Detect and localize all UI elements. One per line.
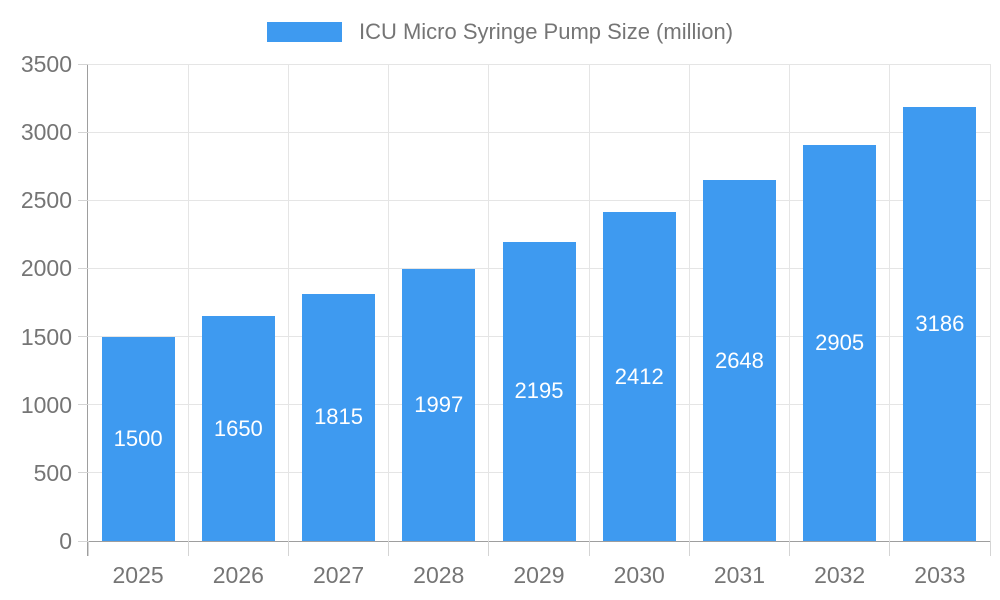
v-gridline <box>989 64 991 541</box>
y-axis-label: 3000 <box>20 119 72 146</box>
bar-value-label: 1997 <box>414 391 464 417</box>
h-gridline <box>88 199 990 201</box>
x-axis-label: 2025 <box>112 562 164 588</box>
bar-value-label: 2412 <box>614 363 664 389</box>
x-axis-tick <box>87 541 89 556</box>
bar-value-label: 3186 <box>915 310 965 336</box>
v-gridline <box>588 64 590 541</box>
legend-swatch[interactable] <box>266 22 342 42</box>
h-gridline <box>88 63 990 65</box>
x-axis-label: 2032 <box>814 562 866 588</box>
x-axis-tick <box>488 541 490 556</box>
bar-value-label: 2905 <box>815 330 865 356</box>
bar-value-label: 1650 <box>213 415 263 441</box>
v-gridline <box>287 64 289 541</box>
x-axis-tick <box>588 541 590 556</box>
x-axis-tick <box>989 541 991 556</box>
y-axis-label: 0 <box>59 528 72 554</box>
x-axis-label: 2026 <box>212 562 264 588</box>
bar[interactable]: 1500 <box>101 336 175 541</box>
bar[interactable]: 2905 <box>803 145 877 541</box>
v-gridline <box>388 64 390 541</box>
y-axis-tick <box>78 404 88 406</box>
v-gridline <box>688 64 690 541</box>
bar[interactable]: 1997 <box>402 268 476 541</box>
y-axis-tick <box>78 199 88 201</box>
x-axis-tick <box>889 541 891 556</box>
legend-label[interactable]: ICU Micro Syringe Pump Size (million) <box>358 19 734 44</box>
bar[interactable]: 1650 <box>201 316 275 541</box>
x-axis-label: 2027 <box>312 562 365 588</box>
y-axis-tick <box>78 472 88 474</box>
x-axis-tick <box>287 541 289 556</box>
x-axis-label: 2030 <box>613 562 665 588</box>
bar[interactable]: 2648 <box>702 180 776 541</box>
bar[interactable]: 1815 <box>302 293 376 541</box>
h-gridline <box>88 131 990 133</box>
bar-value-label: 2195 <box>514 378 564 404</box>
y-axis-label: 3500 <box>20 51 72 77</box>
y-axis-label: 1500 <box>20 323 72 350</box>
bar[interactable]: 3186 <box>903 106 977 541</box>
x-axis-label: 2031 <box>713 562 766 588</box>
y-axis-tick <box>78 131 88 133</box>
y-axis-label: 500 <box>33 459 72 486</box>
y-axis-tick <box>78 63 88 65</box>
y-axis-label: 2500 <box>20 187 72 214</box>
y-axis-tick <box>78 336 88 338</box>
y-axis-tick <box>78 540 88 542</box>
v-gridline <box>789 64 791 541</box>
x-axis-label: 2028 <box>413 562 465 588</box>
v-gridline <box>187 64 189 541</box>
x-axis-line <box>88 540 990 542</box>
x-axis-label: 2033 <box>914 562 966 588</box>
y-axis-label: 1000 <box>20 391 72 418</box>
bar-value-label: 1815 <box>314 404 364 430</box>
x-axis-label: 2029 <box>513 562 565 588</box>
y-axis-tick <box>78 267 88 269</box>
y-axis-label: 2000 <box>20 255 72 282</box>
v-gridline <box>488 64 490 541</box>
bar[interactable]: 2412 <box>602 212 676 541</box>
x-axis-tick <box>187 541 189 556</box>
bar-value-label: 1500 <box>113 425 163 451</box>
v-gridline <box>889 64 891 541</box>
bar-value-label: 2648 <box>714 347 764 373</box>
x-axis-tick <box>388 541 390 556</box>
x-axis-tick <box>688 541 690 556</box>
bar[interactable]: 2195 <box>502 241 576 541</box>
y-axis-line <box>87 64 88 556</box>
x-axis-tick <box>789 541 791 556</box>
chart-legend[interactable]: ICU Micro Syringe Pump Size (million) <box>0 18 1000 46</box>
